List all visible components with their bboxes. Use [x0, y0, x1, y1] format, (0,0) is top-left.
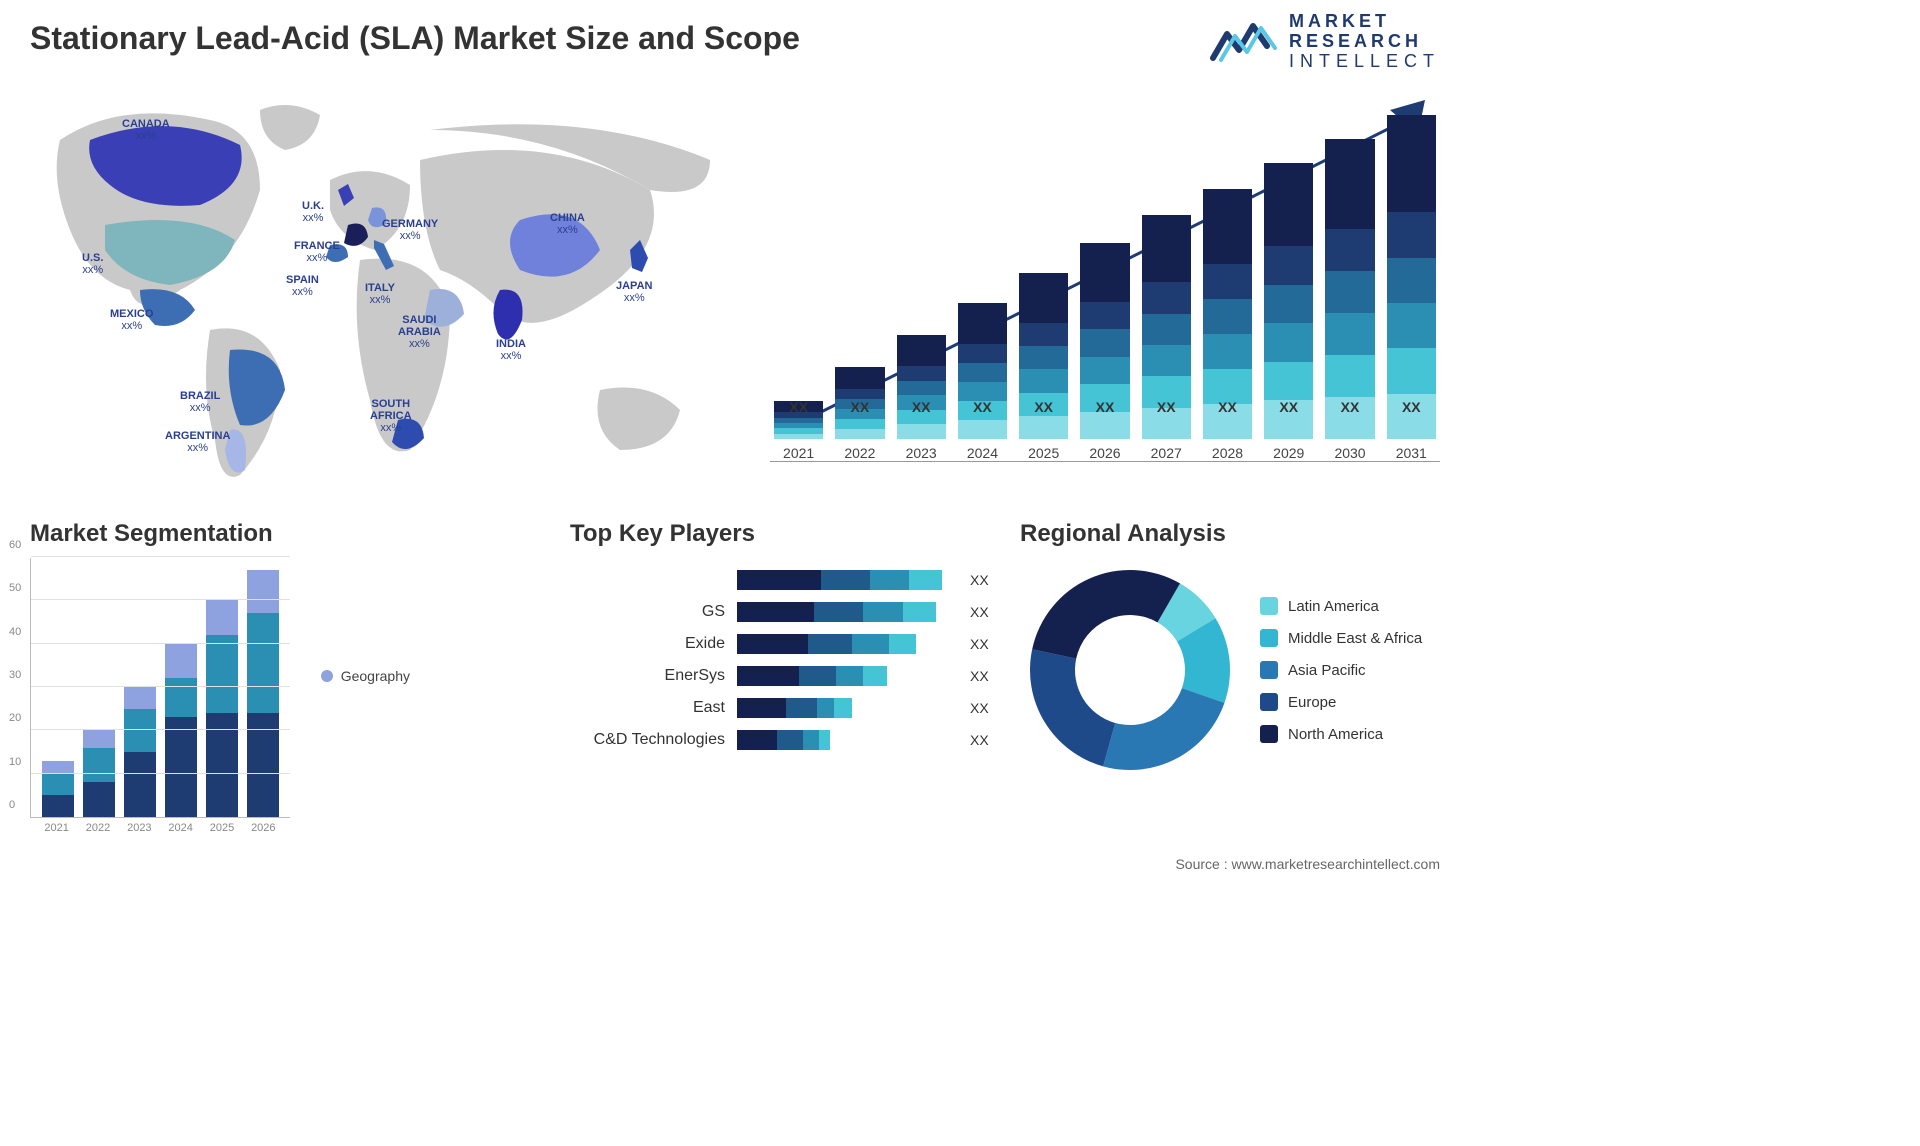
- player-bar: [737, 634, 916, 654]
- logo-mark-icon: [1209, 20, 1279, 64]
- growth-bar-2021: XX2021: [774, 401, 823, 461]
- legend-item: Europe: [1260, 693, 1422, 711]
- player-bar: [737, 666, 887, 686]
- growth-bar-2030: XX2030: [1325, 139, 1374, 461]
- player-row: EnerSys XX: [570, 666, 1010, 686]
- player-value: XX: [970, 572, 1010, 588]
- player-row: C&D Technologies XX: [570, 730, 1010, 750]
- player-row: XX: [570, 570, 1010, 590]
- growth-bar-2031: XX2031: [1387, 115, 1436, 461]
- page-title: Stationary Lead-Acid (SLA) Market Size a…: [30, 20, 800, 57]
- donut-slice: [1032, 570, 1180, 659]
- seg-bar-2024: [165, 644, 197, 817]
- map-india: [493, 290, 522, 340]
- player-bar: [737, 602, 936, 622]
- player-bar: [737, 698, 852, 718]
- legend-item: Latin America: [1260, 597, 1422, 615]
- player-value: XX: [970, 636, 1010, 652]
- seg-bar-2025: [206, 600, 238, 817]
- map-brazil: [229, 350, 285, 426]
- growth-bar-2029: XX2029: [1264, 163, 1313, 461]
- legend-item: Middle East & Africa: [1260, 629, 1422, 647]
- seg-bar-2023: [124, 687, 156, 817]
- logo-text: MARKET RESEARCH INTELLECT: [1289, 12, 1440, 71]
- map-label-mexico: MEXICOxx%: [110, 308, 153, 332]
- player-row: Exide XX: [570, 634, 1010, 654]
- segmentation-title: Market Segmentation: [30, 520, 450, 548]
- legend-swatch-icon: [1260, 725, 1278, 743]
- growth-bar-2022: XX2022: [835, 367, 884, 461]
- player-value: XX: [970, 668, 1010, 684]
- player-value: XX: [970, 604, 1010, 620]
- legend-swatch-icon: [321, 670, 333, 682]
- legend-swatch-icon: [1260, 597, 1278, 615]
- growth-bar-2026: XX2026: [1080, 243, 1129, 461]
- legend-swatch-icon: [1260, 629, 1278, 647]
- donut-slice: [1103, 688, 1224, 770]
- player-row: GS XX: [570, 602, 1010, 622]
- legend-label: North America: [1288, 726, 1383, 743]
- regional-section: Regional Analysis Latin America Middle Ea…: [1020, 520, 1440, 780]
- map-label-saudi: SAUDIARABIAxx%: [398, 314, 441, 350]
- player-bar: [737, 730, 830, 750]
- map-label-south_africa: SOUTHAFRICAxx%: [370, 398, 412, 434]
- donut-slice: [1030, 649, 1115, 766]
- growth-bar-2024: XX2024: [958, 303, 1007, 461]
- map-label-us: U.S.xx%: [82, 252, 103, 276]
- player-value: XX: [970, 732, 1010, 748]
- growth-bar-2027: XX2027: [1142, 215, 1191, 461]
- player-name: C&D Technologies: [570, 731, 725, 749]
- map-label-china: CHINAxx%: [550, 212, 585, 236]
- regional-donut-chart: [1020, 560, 1240, 780]
- map-label-japan: JAPANxx%: [616, 280, 652, 304]
- growth-bar-2023: XX2023: [897, 335, 946, 461]
- map-label-spain: SPAINxx%: [286, 274, 319, 298]
- seg-bar-2026: [247, 570, 279, 817]
- map-label-india: INDIAxx%: [496, 338, 526, 362]
- map-label-france: FRANCExx%: [294, 240, 340, 264]
- map-label-uk: U.K.xx%: [302, 200, 324, 224]
- world-map: CANADAxx% U.S.xx% MEXICOxx% BRAZILxx% ARGENT…: [30, 90, 730, 490]
- seg-bar-2022: [83, 730, 115, 817]
- source-line: Source : www.marketresearchintellect.com: [1175, 856, 1440, 872]
- player-name: East: [570, 699, 725, 717]
- seg-bar-2021: [42, 761, 74, 817]
- legend-label: Europe: [1288, 694, 1336, 711]
- legend-label: Middle East & Africa: [1288, 630, 1422, 647]
- players-section: Top Key Players XXGSXXExideXXEnerSysXXEa…: [570, 520, 1010, 762]
- legend-item: North America: [1260, 725, 1422, 743]
- regional-title: Regional Analysis: [1020, 520, 1440, 548]
- player-name: EnerSys: [570, 667, 725, 685]
- player-row: East XX: [570, 698, 1010, 718]
- player-bar: [737, 570, 943, 590]
- legend-swatch-icon: [1260, 661, 1278, 679]
- player-name: GS: [570, 603, 725, 621]
- growth-bar-2028: XX2028: [1203, 189, 1252, 461]
- brand-logo: MARKET RESEARCH INTELLECT: [1209, 12, 1440, 71]
- segmentation-chart: 1020304050600: [30, 558, 290, 818]
- legend-label: Latin America: [1288, 598, 1379, 615]
- growth-bar-2025: XX2025: [1019, 273, 1068, 461]
- players-title: Top Key Players: [570, 520, 1010, 548]
- legend-label: Asia Pacific: [1288, 662, 1366, 679]
- legend-swatch-icon: [1260, 693, 1278, 711]
- map-label-canada: CANADAxx%: [122, 118, 170, 142]
- map-label-brazil: BRAZILxx%: [180, 390, 220, 414]
- segmentation-legend: Geography: [321, 668, 410, 684]
- map-label-germany: GERMANYxx%: [382, 218, 438, 242]
- legend-item: Asia Pacific: [1260, 661, 1422, 679]
- player-name: Exide: [570, 635, 725, 653]
- segmentation-section: Market Segmentation 1020304050600 202120…: [30, 520, 450, 834]
- player-value: XX: [970, 700, 1010, 716]
- map-label-italy: ITALYxx%: [365, 282, 395, 306]
- map-label-argentina: ARGENTINAxx%: [165, 430, 230, 454]
- regional-legend: Latin America Middle East & Africa Asia Pa…: [1260, 597, 1422, 743]
- growth-bar-chart: XX2021XX2022 XX2023XX2024XX2025XX2026 XX20…: [770, 100, 1440, 490]
